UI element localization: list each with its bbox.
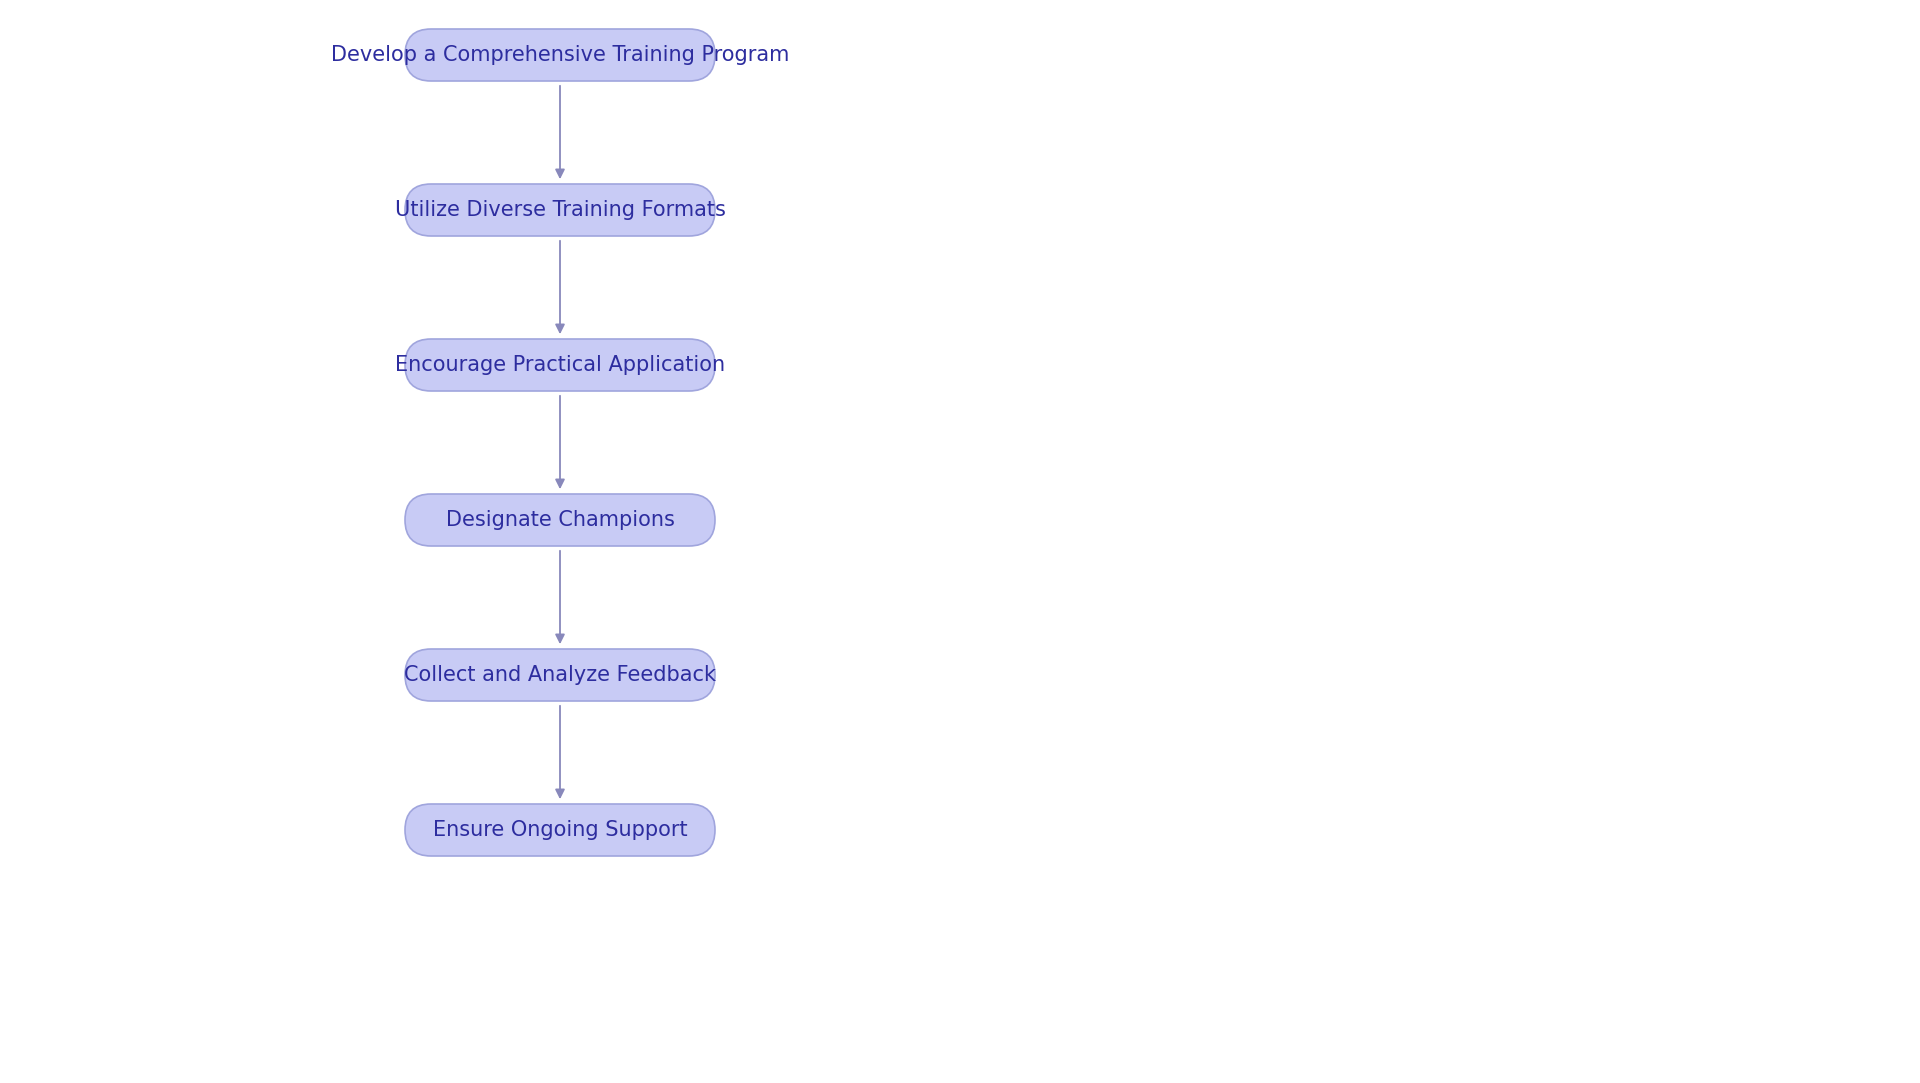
FancyBboxPatch shape: [405, 29, 714, 81]
FancyBboxPatch shape: [405, 649, 714, 701]
FancyBboxPatch shape: [405, 184, 714, 236]
Text: Designate Champions: Designate Champions: [445, 510, 674, 530]
Text: Develop a Comprehensive Training Program: Develop a Comprehensive Training Program: [330, 45, 789, 65]
FancyBboxPatch shape: [405, 804, 714, 856]
Text: Utilize Diverse Training Formats: Utilize Diverse Training Formats: [396, 200, 726, 220]
Text: Ensure Ongoing Support: Ensure Ongoing Support: [432, 820, 687, 840]
Text: Collect and Analyze Feedback: Collect and Analyze Feedback: [403, 665, 716, 686]
FancyBboxPatch shape: [405, 494, 714, 546]
Text: Encourage Practical Application: Encourage Practical Application: [396, 355, 726, 375]
FancyBboxPatch shape: [405, 339, 714, 391]
